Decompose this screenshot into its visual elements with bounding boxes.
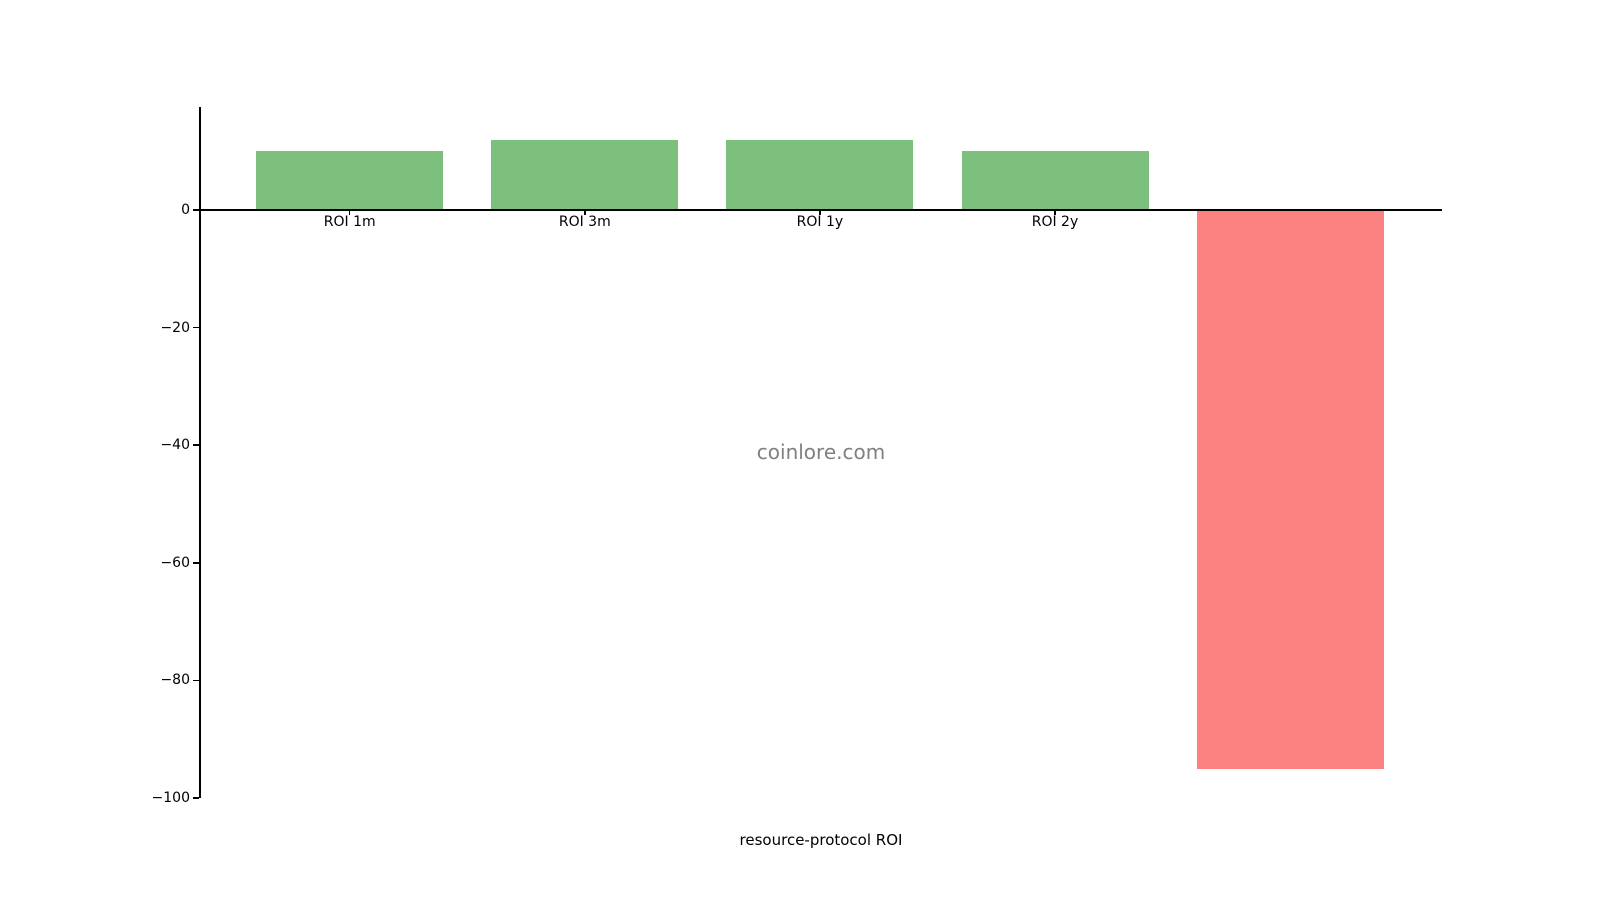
y-tick-label: 0 — [181, 202, 190, 218]
y-tick-label: −80 — [160, 672, 190, 689]
x-tick-label: ROI 3m — [558, 214, 611, 230]
y-tick-label: −60 — [160, 554, 190, 571]
positive-roi-bar — [726, 140, 914, 210]
y-tick-mark — [193, 797, 199, 799]
x-tick-mark — [584, 210, 586, 215]
x-tick-mark — [348, 210, 351, 215]
y-tick-label: −100 — [151, 790, 190, 806]
positive-roi-bar — [256, 150, 444, 210]
y-tick-mark — [193, 326, 199, 329]
x-tick-label: ROI 1y — [796, 214, 844, 230]
watermark-text: coinlore.com — [756, 440, 886, 464]
x-tick-mark — [1054, 210, 1056, 215]
y-tick-label: −20 — [160, 319, 190, 336]
positive-roi-bar — [961, 150, 1149, 210]
y-tick-mark — [193, 444, 199, 446]
y-axis-spine — [199, 107, 201, 798]
negative-roi-bar — [1196, 210, 1384, 770]
y-tick-mark — [193, 562, 199, 564]
positive-roi-bar — [491, 140, 679, 210]
y-tick-mark — [193, 209, 199, 211]
x-tick-mark — [819, 210, 821, 215]
x-axis-zero-line — [200, 209, 1442, 211]
y-tick-label: −40 — [160, 437, 190, 454]
x-axis-title: resource-protocol ROI — [739, 831, 903, 849]
x-tick-label: ROI 2y — [1031, 214, 1079, 230]
y-tick-mark — [193, 679, 199, 682]
x-tick-label: ROI 1m — [323, 214, 376, 230]
